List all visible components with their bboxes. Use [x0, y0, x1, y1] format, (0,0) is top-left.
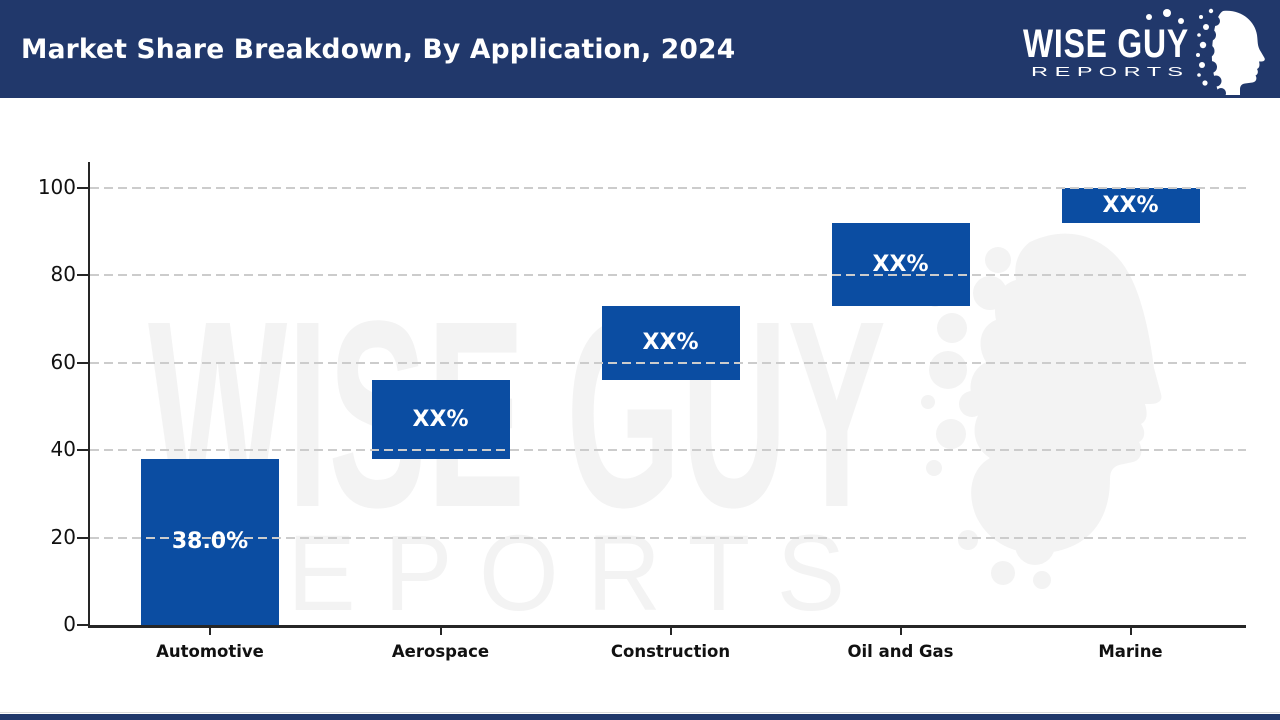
bar-value-label: XX% [412, 406, 469, 432]
page-title: Market Share Breakdown, By Application, … [21, 33, 736, 65]
logo-face-icon [1196, 8, 1265, 95]
y-tick-label: 60 [50, 349, 76, 374]
bar-construction [601, 305, 740, 380]
x-category-label: Marine [1098, 642, 1163, 661]
header-bar: Market Share Breakdown, By Application, … [0, 0, 1280, 98]
x-tick [209, 628, 211, 635]
bar-aerospace [371, 380, 510, 459]
gridline [90, 449, 1246, 451]
y-axis-line [88, 162, 90, 627]
gridline [90, 274, 1246, 276]
bar-value-label: XX% [1102, 192, 1159, 218]
x-category-label: Automotive [156, 642, 264, 661]
x-category-label: Oil and Gas [847, 642, 954, 661]
watermark-reports: R E P O R T S [185, 512, 845, 633]
bar-value-label: XX% [642, 330, 699, 356]
bar-oil-and-gas [831, 222, 970, 306]
bar-marine [1061, 187, 1200, 223]
logo-reports-text: R E P O R T S [1031, 64, 1184, 79]
gridline [90, 361, 1246, 364]
bar-automotive [141, 458, 279, 625]
x-category-label: Construction [610, 642, 731, 661]
y-tick [77, 624, 88, 626]
bar-value-label: XX% [872, 251, 929, 277]
logo-wordmark: WISE GUY [1023, 22, 1189, 66]
x-tick [899, 628, 902, 635]
gridline [90, 186, 1246, 189]
y-tick-label: 40 [50, 437, 76, 461]
y-tick-label: 100 [37, 174, 76, 199]
y-tick [77, 449, 88, 451]
logo: WISE GUY R E P O R T S [1023, 8, 1265, 95]
y-tick-label: 80 [50, 262, 76, 286]
y-tick [77, 536, 88, 539]
bar-value-label: 38.0% [171, 529, 249, 555]
gridline [90, 536, 1246, 539]
footer-hairline [0, 712, 1280, 713]
x-tick [1129, 628, 1132, 635]
y-tick [77, 274, 88, 276]
y-tick-label: 20 [50, 524, 76, 549]
logo-dots [1146, 9, 1184, 24]
y-tick [77, 361, 88, 364]
x-axis-line [88, 625, 1246, 628]
x-category-label: Aerospace [391, 642, 490, 661]
y-tick-label: 0 [63, 612, 76, 636]
x-tick [439, 628, 442, 635]
footer-bar [0, 714, 1280, 720]
x-tick [669, 628, 672, 635]
y-tick [77, 186, 88, 189]
